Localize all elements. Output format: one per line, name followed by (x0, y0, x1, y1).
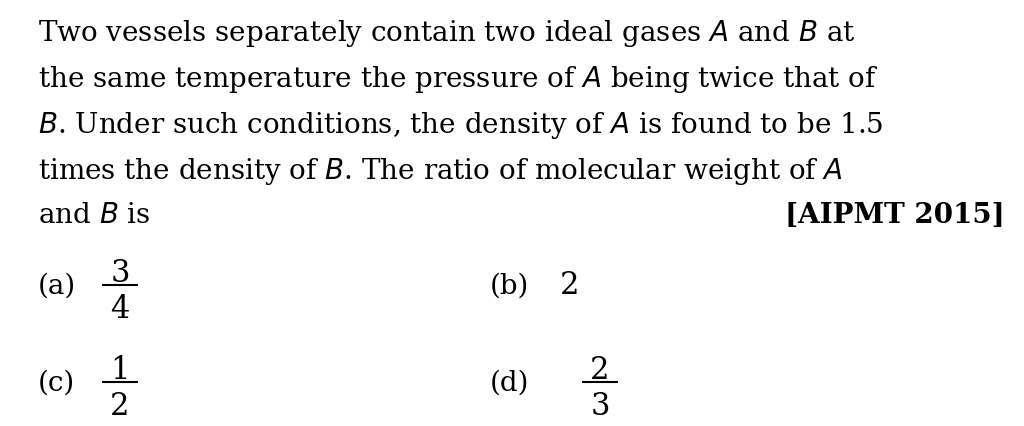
Text: Two vessels separately contain two ideal gases $A$ and $B$ at: Two vessels separately contain two ideal… (38, 18, 856, 49)
Text: 4: 4 (111, 294, 130, 324)
Text: times the density of $B$. The ratio of molecular weight of $A$: times the density of $B$. The ratio of m… (38, 155, 843, 187)
Text: 2: 2 (590, 354, 609, 385)
Text: the same temperature the pressure of $A$ being twice that of: the same temperature the pressure of $A$… (38, 64, 879, 95)
Text: (b): (b) (490, 272, 529, 299)
Text: 2: 2 (560, 270, 580, 301)
Text: [AIPMT 2015]: [AIPMT 2015] (785, 201, 1005, 228)
Text: (d): (d) (490, 368, 529, 396)
Text: and $B$ is: and $B$ is (38, 201, 151, 228)
Text: 1: 1 (111, 354, 130, 385)
Text: $B$. Under such conditions, the density of $A$ is found to be 1.5: $B$. Under such conditions, the density … (38, 110, 884, 141)
Text: 3: 3 (111, 257, 130, 288)
Text: (a): (a) (38, 272, 76, 299)
Text: (c): (c) (38, 368, 75, 396)
Text: 2: 2 (111, 390, 130, 421)
Text: 3: 3 (590, 390, 609, 421)
